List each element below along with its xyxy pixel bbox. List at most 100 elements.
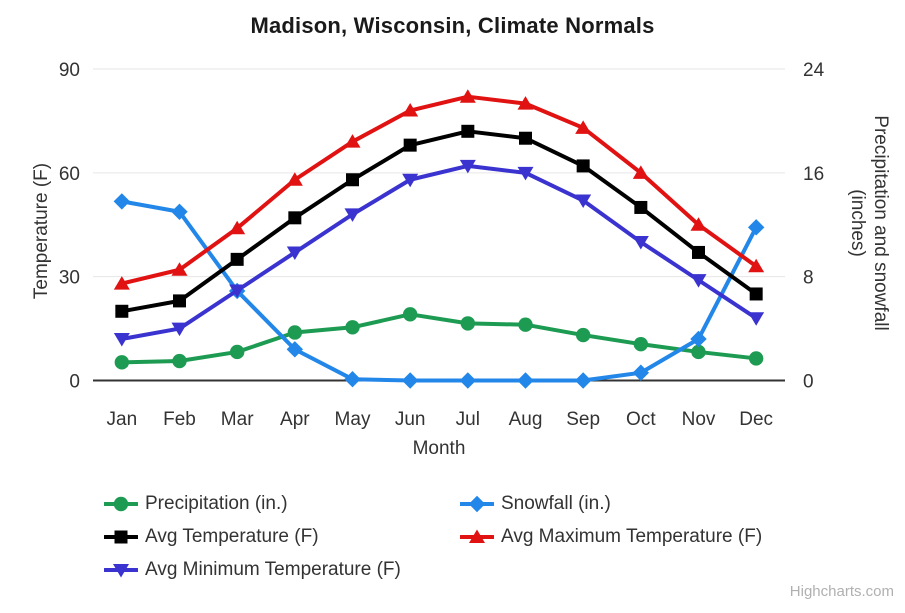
point-snowfall-in-nov[interactable] bbox=[690, 330, 707, 348]
x-tick-aug: Aug bbox=[509, 409, 543, 430]
x-tick-oct: Oct bbox=[626, 409, 656, 430]
point-snowfall-in-jun[interactable] bbox=[401, 372, 419, 389]
point-precipitation-in-jul[interactable] bbox=[460, 316, 476, 331]
point-precipitation-in-feb[interactable] bbox=[172, 353, 187, 369]
series-avg-minimum-temperature-f[interactable] bbox=[113, 159, 765, 347]
point-snowfall-in-dec[interactable] bbox=[747, 219, 765, 236]
legend-item-precipitation-in[interactable]: Precipitation (in.) bbox=[104, 493, 288, 515]
point-avg-maximum-temperature-f-aug[interactable] bbox=[517, 96, 534, 110]
point-avg-minimum-temperature-f-sep[interactable] bbox=[575, 194, 592, 209]
legend-label: Avg Temperature (F) bbox=[145, 526, 319, 547]
point-avg-minimum-temperature-f-oct[interactable] bbox=[632, 236, 649, 250]
point-snowfall-in-may[interactable] bbox=[344, 371, 361, 388]
point-snowfall-in-apr[interactable] bbox=[286, 341, 304, 358]
point-snowfall-in-jan[interactable] bbox=[113, 193, 131, 210]
x-axis-title: Month bbox=[412, 438, 466, 459]
point-avg-minimum-temperature-f-jun[interactable] bbox=[402, 173, 419, 188]
point-precipitation-in-oct[interactable] bbox=[633, 336, 649, 352]
point-precipitation-in-sep[interactable] bbox=[575, 327, 591, 343]
point-avg-maximum-temperature-f-sep[interactable] bbox=[575, 120, 592, 134]
point-precipitation-in-may[interactable] bbox=[345, 320, 360, 335]
x-tick-apr: Apr bbox=[280, 409, 310, 430]
triangle-down-icon bbox=[104, 564, 138, 578]
triangle-up-icon bbox=[460, 529, 494, 543]
point-avg-temperature-f-nov[interactable] bbox=[692, 245, 705, 259]
y-tick-left-30: 30 bbox=[59, 268, 80, 289]
point-avg-temperature-f-jan[interactable] bbox=[115, 304, 129, 318]
y-tick-left-60: 60 bbox=[59, 164, 80, 185]
point-avg-minimum-temperature-f-dec[interactable] bbox=[748, 312, 765, 326]
point-avg-temperature-f-may[interactable] bbox=[346, 173, 359, 187]
point-avg-temperature-f-jun[interactable] bbox=[403, 138, 417, 152]
x-tick-jun: Jun bbox=[395, 409, 426, 430]
point-snowfall-in-jul[interactable] bbox=[459, 372, 477, 389]
point-avg-maximum-temperature-f-mar[interactable] bbox=[229, 220, 246, 235]
legend-item-avg-maximum-temperature-f[interactable]: Avg Maximum Temperature (F) bbox=[460, 526, 762, 548]
point-snowfall-in-oct[interactable] bbox=[632, 364, 650, 381]
point-avg-temperature-f-jul[interactable] bbox=[461, 124, 475, 138]
y-tick-right-24: 24 bbox=[803, 60, 825, 81]
point-avg-temperature-f-mar[interactable] bbox=[230, 252, 244, 266]
point-precipitation-in-mar[interactable] bbox=[229, 344, 245, 360]
point-avg-maximum-temperature-f-jul[interactable] bbox=[459, 89, 476, 103]
point-avg-maximum-temperature-f-dec[interactable] bbox=[748, 258, 765, 273]
legend-label: Precipitation (in.) bbox=[145, 493, 288, 514]
point-precipitation-in-jan[interactable] bbox=[114, 355, 130, 370]
y-tick-right-16: 16 bbox=[803, 164, 824, 185]
diamond-icon bbox=[460, 495, 494, 513]
point-avg-minimum-temperature-f-apr[interactable] bbox=[286, 246, 303, 260]
point-snowfall-in-aug[interactable] bbox=[517, 372, 534, 389]
point-avg-temperature-f-apr[interactable] bbox=[288, 211, 302, 225]
series-avg-maximum-temperature-f[interactable] bbox=[113, 89, 765, 290]
chart-title: Madison, Wisconsin, Climate Normals bbox=[250, 13, 655, 38]
legend-label: Avg Minimum Temperature (F) bbox=[145, 559, 401, 580]
point-precipitation-in-aug[interactable] bbox=[518, 317, 533, 332]
point-avg-maximum-temperature-f-oct[interactable] bbox=[632, 165, 649, 179]
series-precipitation-in[interactable] bbox=[114, 307, 764, 370]
point-avg-maximum-temperature-f-nov[interactable] bbox=[690, 217, 707, 231]
point-avg-temperature-f-aug[interactable] bbox=[519, 131, 532, 145]
point-avg-minimum-temperature-f-nov[interactable] bbox=[690, 274, 707, 288]
x-tick-feb: Feb bbox=[163, 409, 196, 430]
point-avg-minimum-temperature-f-jul[interactable] bbox=[459, 159, 476, 174]
y-tick-left-90: 90 bbox=[59, 60, 80, 81]
circle-icon bbox=[104, 496, 138, 512]
plot-area[interactable]: 0 30 60 90 0 8 16 24 Jan Feb Mar Apr May Jun Jul Aug Sep… bbox=[0, 0, 905, 470]
point-avg-temperature-f-sep[interactable] bbox=[576, 159, 590, 173]
point-precipitation-in-apr[interactable] bbox=[287, 325, 303, 340]
square-icon bbox=[104, 530, 138, 544]
point-avg-maximum-temperature-f-may[interactable] bbox=[344, 134, 361, 148]
legend-item-avg-minimum-temperature-f[interactable]: Avg Minimum Temperature (F) bbox=[104, 559, 401, 581]
point-precipitation-in-jun[interactable] bbox=[402, 307, 418, 322]
point-avg-temperature-f-oct[interactable] bbox=[634, 200, 648, 214]
series-snowfall-in[interactable] bbox=[113, 193, 765, 389]
x-tick-jan: Jan bbox=[107, 409, 138, 430]
point-avg-maximum-temperature-f-jan[interactable] bbox=[113, 276, 130, 290]
point-avg-maximum-temperature-f-jun[interactable] bbox=[402, 103, 419, 117]
point-avg-maximum-temperature-f-apr[interactable] bbox=[286, 172, 303, 186]
point-snowfall-in-feb[interactable] bbox=[171, 203, 188, 220]
point-avg-temperature-f-feb[interactable] bbox=[173, 294, 186, 308]
legend-label: Snowfall (in.) bbox=[501, 493, 611, 514]
y-tick-left-0: 0 bbox=[69, 372, 80, 393]
point-avg-minimum-temperature-f-aug[interactable] bbox=[517, 166, 534, 181]
y-tick-right-0: 0 bbox=[803, 372, 814, 393]
legend-item-snowfall-in[interactable]: Snowfall (in.) bbox=[460, 493, 611, 515]
highcharts-credit[interactable]: Highcharts.com bbox=[789, 583, 894, 600]
series-avg-temperature-f[interactable] bbox=[115, 124, 763, 318]
point-precipitation-in-nov[interactable] bbox=[691, 344, 706, 360]
point-avg-temperature-f-dec[interactable] bbox=[749, 287, 763, 301]
point-precipitation-in-dec[interactable] bbox=[748, 351, 764, 366]
point-avg-minimum-temperature-f-may[interactable] bbox=[344, 208, 361, 222]
x-tick-may: May bbox=[335, 409, 371, 430]
x-tick-nov: Nov bbox=[682, 409, 716, 430]
point-avg-minimum-temperature-f-jan[interactable] bbox=[113, 332, 130, 347]
x-tick-mar: Mar bbox=[221, 409, 254, 430]
legend-item-avg-temperature-f[interactable]: Avg Temperature (F) bbox=[104, 526, 319, 548]
x-tick-sep: Sep bbox=[566, 409, 600, 430]
y-tick-right-8: 8 bbox=[803, 268, 814, 289]
point-snowfall-in-sep[interactable] bbox=[574, 372, 592, 389]
point-avg-minimum-temperature-f-feb[interactable] bbox=[171, 322, 188, 337]
point-avg-minimum-temperature-f-mar[interactable] bbox=[229, 284, 246, 299]
point-avg-maximum-temperature-f-feb[interactable] bbox=[171, 262, 188, 276]
